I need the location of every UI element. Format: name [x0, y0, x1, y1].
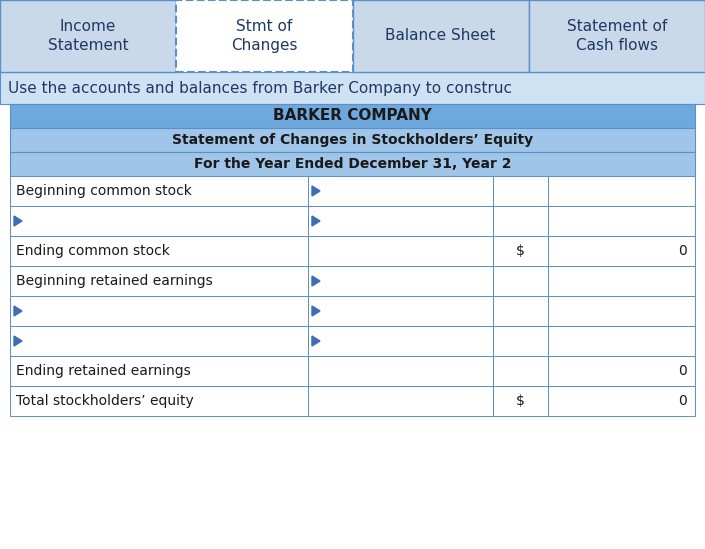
Text: 0: 0	[678, 244, 687, 258]
Polygon shape	[312, 306, 320, 316]
Bar	[308, 206, 493, 236]
Text: Ending common stock: Ending common stock	[16, 244, 170, 258]
Bar	[493, 386, 548, 416]
Bar	[10, 356, 308, 386]
Bar	[176, 0, 352, 72]
Bar	[308, 266, 493, 296]
Bar	[493, 176, 548, 206]
Bar	[308, 356, 493, 386]
Bar	[548, 206, 695, 236]
Text: BARKER COMPANY: BARKER COMPANY	[273, 109, 432, 124]
Text: Ending retained earnings: Ending retained earnings	[16, 364, 191, 378]
Polygon shape	[312, 276, 320, 286]
Bar	[548, 386, 695, 416]
Bar	[493, 266, 548, 296]
Polygon shape	[312, 216, 320, 226]
Bar	[548, 266, 695, 296]
Text: Stmt of
Changes: Stmt of Changes	[231, 19, 298, 53]
Bar	[493, 206, 548, 236]
Polygon shape	[312, 336, 320, 346]
Bar	[529, 0, 705, 72]
Text: Income
Statement: Income Statement	[48, 19, 128, 53]
Bar	[0, 0, 176, 72]
Polygon shape	[14, 216, 22, 226]
Bar	[10, 176, 308, 206]
Polygon shape	[312, 186, 320, 196]
Text: Statement of
Cash flows: Statement of Cash flows	[567, 19, 667, 53]
Text: For the Year Ended December 31, Year 2: For the Year Ended December 31, Year 2	[194, 157, 511, 171]
Bar	[10, 326, 308, 356]
Bar	[10, 128, 695, 152]
Bar	[10, 152, 695, 176]
Polygon shape	[14, 336, 22, 346]
Bar	[10, 206, 308, 236]
Bar	[10, 266, 308, 296]
Bar	[548, 236, 695, 266]
Bar	[548, 356, 695, 386]
Bar	[10, 104, 695, 128]
Bar	[10, 296, 308, 326]
Bar	[0, 72, 705, 104]
Text: Beginning retained earnings: Beginning retained earnings	[16, 274, 213, 288]
Bar	[308, 296, 493, 326]
Text: 0: 0	[678, 394, 687, 408]
Bar	[493, 296, 548, 326]
Bar	[352, 0, 529, 72]
Bar	[10, 236, 308, 266]
Text: Use the accounts and balances from Barker Company to construc: Use the accounts and balances from Barke…	[8, 81, 512, 96]
Bar	[548, 176, 695, 206]
Bar	[548, 296, 695, 326]
Text: Beginning common stock: Beginning common stock	[16, 184, 192, 198]
Text: Total stockholders’ equity: Total stockholders’ equity	[16, 394, 194, 408]
Bar	[10, 386, 308, 416]
Bar	[493, 356, 548, 386]
Text: $: $	[516, 244, 525, 258]
Bar	[308, 386, 493, 416]
Bar	[493, 236, 548, 266]
Text: Statement of Changes in Stockholders’ Equity: Statement of Changes in Stockholders’ Eq…	[172, 133, 533, 147]
Bar	[548, 326, 695, 356]
Bar	[308, 326, 493, 356]
Text: Balance Sheet: Balance Sheet	[386, 29, 496, 43]
Text: 0: 0	[678, 364, 687, 378]
Polygon shape	[14, 306, 22, 316]
Bar	[308, 236, 493, 266]
Bar	[493, 326, 548, 356]
Text: $: $	[516, 394, 525, 408]
Bar	[308, 176, 493, 206]
